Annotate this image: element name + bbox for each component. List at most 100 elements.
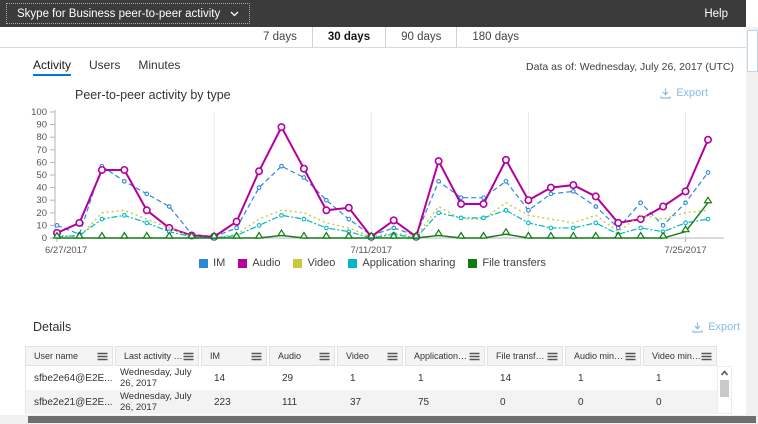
column-label-im: IM: [210, 351, 220, 361]
column-label-user-name: User name: [34, 351, 79, 361]
svg-text:7/25/2017: 7/25/2017: [664, 245, 706, 256]
svg-text:80: 80: [36, 132, 47, 143]
report-selector[interactable]: Skype for Business peer-to-peer activity: [6, 3, 251, 24]
svg-text:6/27/2017: 6/27/2017: [45, 245, 87, 256]
chart-title: Peer-to-peer activity by type: [75, 88, 231, 102]
svg-text:0: 0: [42, 233, 47, 244]
column-label-audio: Audio: [278, 351, 302, 361]
cell-im: 223: [214, 396, 231, 408]
svg-text:60: 60: [36, 157, 47, 168]
export-icon: [692, 322, 703, 333]
column-menu-icon[interactable]: [547, 352, 558, 361]
tab-activity[interactable]: Activity: [33, 58, 72, 76]
column-menu-icon[interactable]: [701, 352, 712, 361]
column-header-last-activity-d[interactable]: Last activity d...: [115, 346, 199, 366]
table-row: sfbe2e64@E2E... Wednesday, July 26, 2017 1…: [25, 366, 720, 390]
column-menu-icon[interactable]: [319, 352, 330, 361]
column-header-application-s[interactable]: Application s...: [405, 346, 485, 366]
legend-item-im[interactable]: IM: [199, 257, 225, 269]
tab-users[interactable]: Users: [89, 58, 121, 72]
chevron-down-icon: [230, 11, 239, 16]
svg-text:70: 70: [36, 145, 47, 156]
top-bar: Skype for Business peer-to-peer activity…: [0, 0, 746, 27]
cell-audio: 111: [282, 396, 298, 408]
legend-label-application-sharing: Application sharing: [362, 257, 456, 269]
help-link[interactable]: Help: [704, 7, 728, 20]
svg-text:7/11/2017: 7/11/2017: [350, 245, 392, 256]
export-icon: [660, 88, 671, 99]
column-menu-icon[interactable]: [251, 352, 262, 361]
cell-user-name: sfbe2e21@E2E...: [34, 396, 113, 408]
details-table: User name Last activity d... IM Audio Video A…: [25, 346, 720, 414]
column-menu-icon[interactable]: [183, 352, 194, 361]
page-scrollbar[interactable]: [746, 27, 758, 415]
svg-text:100: 100: [31, 107, 47, 118]
page-scrollbar-thumb[interactable]: [747, 30, 758, 72]
cell-last-activity-d: Wednesday, July 26, 2017: [120, 367, 192, 389]
column-header-file-transfers[interactable]: File transfers: [487, 346, 563, 366]
tab-30-days[interactable]: 30 days: [311, 27, 385, 47]
column-header-audio[interactable]: Audio: [269, 346, 335, 366]
svg-text:50: 50: [36, 170, 47, 181]
svg-text:10: 10: [36, 220, 47, 231]
column-header-user-name[interactable]: User name: [25, 346, 113, 366]
cell-user-name: sfbe2e64@E2E...: [34, 372, 113, 384]
legend-item-audio[interactable]: Audio: [238, 257, 280, 269]
legend-label-audio: Audio: [252, 257, 281, 269]
cell-video-minutes: 1: [656, 372, 662, 384]
cell-audio-minutes: 0: [578, 396, 584, 408]
cell-last-activity-d: Wednesday, July 26, 2017: [120, 391, 192, 413]
legend-item-file-transfers[interactable]: File transfers: [468, 257, 546, 269]
details-table-body: sfbe2e64@E2E... Wednesday, July 26, 2017 1…: [25, 366, 720, 414]
tab-minutes[interactable]: Minutes: [138, 58, 181, 72]
column-label-video: Video: [346, 351, 369, 361]
details-export-button[interactable]: Export: [692, 321, 740, 333]
cell-application-s: 1: [418, 372, 424, 384]
chart-export-button[interactable]: Export: [660, 87, 708, 99]
chart-legend: IM Audio Video Application sharing File tran…: [0, 257, 745, 269]
horizontal-scrollbar[interactable]: [0, 415, 758, 424]
svg-text:90: 90: [36, 120, 47, 131]
tab-90-days[interactable]: 90 days: [385, 27, 456, 47]
period-tabs: 7 days 30 days 90 days 180 days: [0, 27, 746, 48]
cell-audio: 29: [282, 372, 294, 384]
cell-im: 14: [214, 372, 226, 384]
legend-swatch-video: [293, 258, 303, 268]
scroll-up-icon[interactable]: [720, 369, 729, 378]
table-scrollbar-thumb[interactable]: [720, 380, 729, 397]
report-selector-label: Skype for Business peer-to-peer activity: [17, 7, 221, 20]
column-menu-icon[interactable]: [387, 352, 398, 361]
legend-label-video: Video: [307, 257, 336, 269]
cell-audio-minutes: 1: [578, 372, 584, 384]
table-scrollbar[interactable]: [717, 366, 732, 414]
tab-180-days[interactable]: 180 days: [456, 27, 534, 47]
column-menu-icon[interactable]: [97, 352, 108, 361]
legend-item-video[interactable]: Video: [293, 257, 335, 269]
data-as-of-label: Data as of: Wednesday, July 26, 2017 (UT…: [526, 61, 734, 73]
svg-text:20: 20: [36, 208, 47, 219]
svg-text:40: 40: [36, 183, 47, 194]
column-header-video-minutes[interactable]: Video minutes: [643, 346, 717, 366]
tab-7-days[interactable]: 7 days: [263, 31, 297, 43]
cell-file-transfers: 0: [500, 396, 506, 408]
column-header-audio-minutes[interactable]: Audio minutes: [565, 346, 641, 366]
column-label-video-minutes: Video minutes: [652, 351, 701, 361]
column-menu-icon[interactable]: [469, 352, 480, 361]
column-header-video[interactable]: Video: [337, 346, 403, 366]
column-header-im[interactable]: IM: [201, 346, 267, 366]
column-menu-icon[interactable]: [625, 352, 636, 361]
horizontal-scrollbar-thumb[interactable]: [28, 416, 756, 423]
details-export-label: Export: [708, 321, 740, 333]
legend-swatch-audio: [238, 258, 248, 268]
legend-label-im: IM: [213, 257, 226, 269]
cell-video: 1: [350, 372, 356, 384]
legend-item-application-sharing[interactable]: Application sharing: [348, 257, 455, 269]
column-label-audio-minutes: Audio minutes: [574, 351, 625, 361]
legend-swatch-application-sharing: [348, 258, 358, 268]
cell-application-s: 75: [418, 396, 430, 408]
table-row: sfbe2e21@E2E... Wednesday, July 26, 2017 2…: [25, 390, 720, 414]
cell-video-minutes: 0: [656, 396, 662, 408]
legend-swatch-im: [199, 258, 209, 268]
